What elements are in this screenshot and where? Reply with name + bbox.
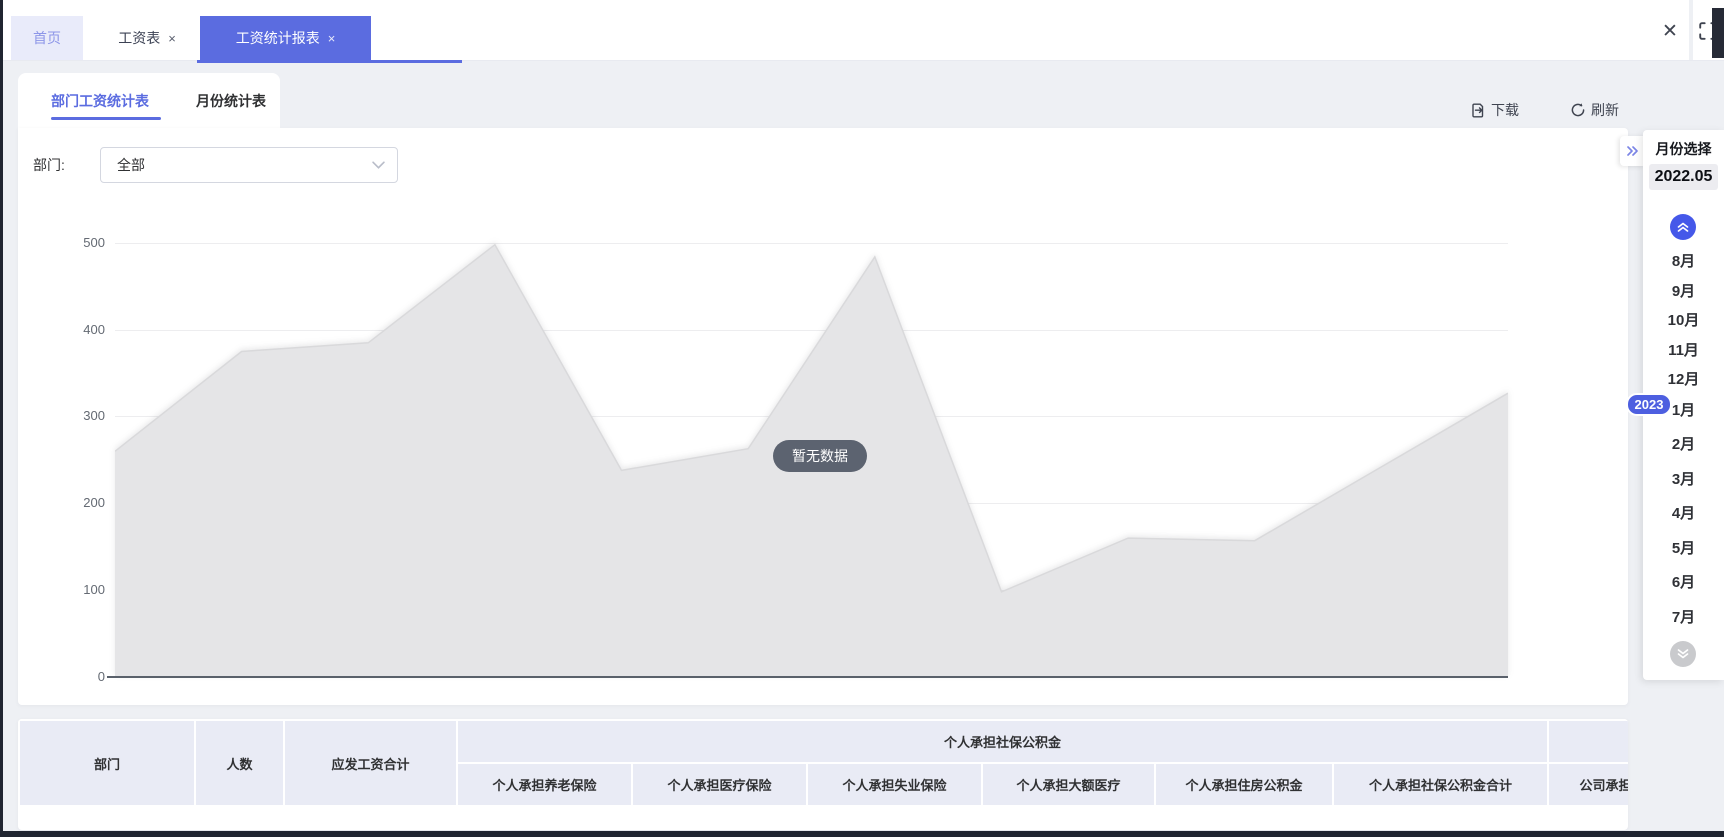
month-item-mar[interactable]: 3月 xyxy=(1671,471,1696,488)
month-item-jul[interactable]: 7月 xyxy=(1671,609,1696,626)
col-company: 公司承担 xyxy=(1547,762,1628,807)
current-month-value: 2022.05 xyxy=(1649,164,1718,190)
window-corner-block xyxy=(1712,8,1724,58)
x-axis-line xyxy=(107,676,1508,678)
col-personal-medical: 个人承担医疗保险 xyxy=(631,762,808,807)
double-chevron-up-icon xyxy=(1677,222,1689,232)
col-personal-major-medical: 个人承担大额医疗 xyxy=(981,762,1156,807)
month-item-aug[interactable]: 8月 xyxy=(1671,253,1696,270)
tab-department-salary-stats[interactable]: 部门工资统计表 xyxy=(51,93,149,109)
month-item-feb[interactable]: 2月 xyxy=(1671,436,1696,453)
month-item-jun[interactable]: 6月 xyxy=(1671,574,1696,591)
month-panel-title: 月份选择 xyxy=(1655,141,1712,157)
month-item-apr[interactable]: 4月 xyxy=(1671,505,1696,522)
statistics-table-panel: 部门 人数 应发工资合计 个人承担社保公积金 个人承担养老保险 个人承担医疗保险… xyxy=(18,719,1628,830)
col-salary-total: 应发工资合计 xyxy=(283,719,458,807)
window-left-edge xyxy=(0,0,3,837)
chevron-down-icon xyxy=(372,161,385,169)
month-item-dec[interactable]: 12月 xyxy=(1667,371,1700,388)
refresh-label: 刷新 xyxy=(1591,102,1619,118)
month-item-sep[interactable]: 9月 xyxy=(1671,283,1696,300)
gridline xyxy=(115,243,1508,244)
department-chart-panel: 部门: 全部 500 400 300 200 100 0 暂无数据 xyxy=(18,128,1628,705)
month-item-nov[interactable]: 11月 xyxy=(1668,342,1699,359)
col-personal-total: 个人承担社保公积金合计 xyxy=(1331,762,1550,807)
double-chevron-right-icon xyxy=(1625,144,1640,158)
subtab-bar: 部门工资统计表 月份统计表 xyxy=(18,73,280,128)
tab-close-icon[interactable]: × xyxy=(168,30,176,46)
close-icon[interactable]: ✕ xyxy=(1662,20,1678,42)
month-item-may[interactable]: 5月 xyxy=(1671,540,1696,557)
window-bottom-edge xyxy=(0,831,1724,837)
month-selector-panel: 月份选择 2022.05 8月 9月 10月 11月 12月 2023 1月 2… xyxy=(1626,130,1724,680)
group-personal-social-security: 个人承担社保公积金 xyxy=(455,719,1550,764)
department-select-value: 全部 xyxy=(117,157,145,173)
department-select[interactable]: 全部 xyxy=(100,147,398,183)
main-tab-bar: 首页 工资表 × 工资统计报表 × ✕ xyxy=(3,0,1724,61)
y-axis-tick: 500 xyxy=(83,235,105,250)
refresh-button[interactable]: 刷新 xyxy=(1570,98,1619,122)
group-company xyxy=(1547,719,1628,764)
y-axis-tick: 100 xyxy=(83,582,105,597)
active-tab-underline xyxy=(197,60,462,63)
refresh-icon xyxy=(1570,102,1586,118)
col-headcount: 人数 xyxy=(194,719,285,807)
download-icon xyxy=(1470,102,1486,118)
tab-close-icon[interactable]: × xyxy=(327,30,336,46)
y-axis-tick: 300 xyxy=(83,408,105,423)
month-item-jan[interactable]: 1月 xyxy=(1671,402,1696,419)
col-personal-housing-fund: 个人承担住房公积金 xyxy=(1154,762,1334,807)
double-chevron-down-icon xyxy=(1677,649,1689,659)
y-axis-tick: 200 xyxy=(83,495,105,510)
scroll-months-down-button[interactable] xyxy=(1670,641,1696,667)
subtab-active-underline xyxy=(51,117,161,120)
col-department: 部门 xyxy=(18,719,196,807)
tab-salary-sheet-label: 工资表 xyxy=(118,30,161,46)
year-badge: 2023 xyxy=(1626,393,1672,416)
tab-salary-report[interactable]: 工资统计报表 × xyxy=(200,16,371,60)
y-axis-tick: 400 xyxy=(83,322,105,337)
download-button[interactable]: 下载 xyxy=(1470,98,1519,122)
download-label: 下载 xyxy=(1491,102,1519,118)
tab-home[interactable]: 首页 xyxy=(11,16,83,60)
statistics-table: 部门 人数 应发工资合计 个人承担社保公积金 个人承担养老保险 个人承担医疗保险… xyxy=(18,719,1628,807)
no-data-badge: 暂无数据 xyxy=(773,440,867,472)
sidebar-collapse-button[interactable] xyxy=(1620,136,1645,166)
scroll-months-up-button[interactable] xyxy=(1670,214,1696,240)
y-axis-tick: 0 xyxy=(97,669,105,684)
tab-salary-sheet[interactable]: 工资表 × xyxy=(99,16,195,60)
tab-month-stats[interactable]: 月份统计表 xyxy=(196,93,266,109)
col-personal-unemployment: 个人承担失业保险 xyxy=(806,762,983,807)
tab-salary-report-label: 工资统计报表 xyxy=(235,30,320,46)
header-divider xyxy=(1689,0,1693,60)
col-personal-pension: 个人承担养老保险 xyxy=(456,762,633,807)
department-filter-label: 部门: xyxy=(33,157,65,173)
month-item-oct[interactable]: 10月 xyxy=(1667,312,1700,329)
gridline xyxy=(115,330,1508,331)
tab-home-label: 首页 xyxy=(33,30,61,46)
